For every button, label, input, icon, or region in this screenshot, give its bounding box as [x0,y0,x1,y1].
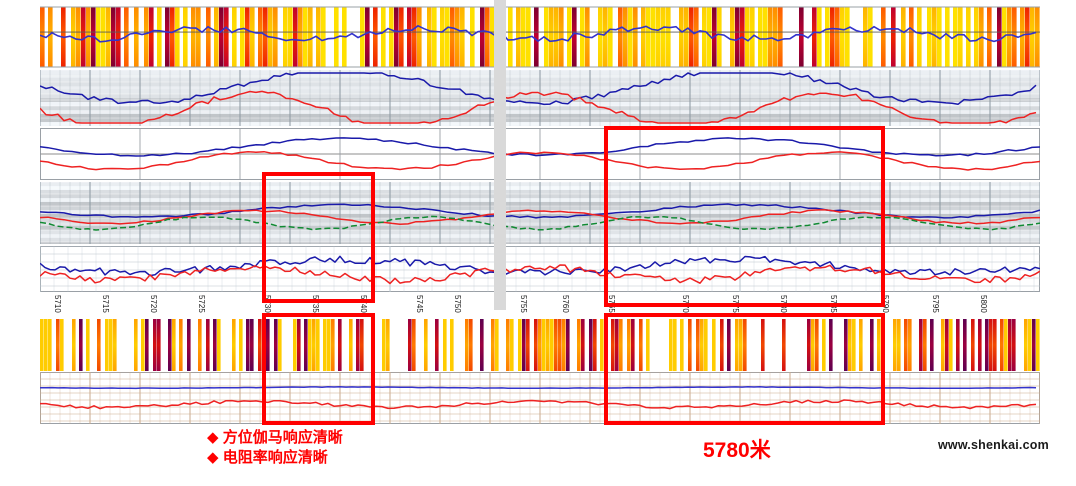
track-directional-response-track [40,128,1040,180]
curve-resistivity-green-dashed [40,215,1040,231]
curve-azimuthal-gamma [40,24,1037,43]
depth-tick-5750: 5750 [453,295,462,313]
depth-tick-5765: 5765 [607,295,616,313]
depth-tick-5780: 5780 [779,295,788,313]
depth-tick-5775: 5775 [731,295,740,313]
depth-axis: 5710 5715 5720 5725 5730 5735 5740 5745 5750 5755… [40,293,1040,327]
depth-tick-5760: 5760 [561,295,570,313]
depth-tick-5710: 5710 [53,295,62,313]
depth-tick-5770: 5770 [681,295,690,313]
track-azimuthal-gamma-image-top [40,6,1040,68]
depth-tick-5755: 5755 [519,295,528,313]
depth-tick-5785: 5785 [829,295,838,313]
curve-up-response [40,137,1040,157]
track-resistivity-crossover-track [40,70,1040,126]
left-caption-line: ◆ 方位伽马响应清晰 [207,429,343,446]
depth-tick-5735: 5735 [311,295,320,313]
depth-tick-5730: 5730 [263,295,272,313]
gap-data-gap [494,0,506,310]
depth-tick-5795: 5795 [931,295,940,313]
track-borehole-image-track [40,318,1040,372]
depth-tick-5740: 5740 [359,295,368,313]
curve-down-response [40,150,1040,171]
depth-tick-5800: 5800 [979,295,988,313]
curve-gamma-blue [40,386,1037,390]
left-caption-line: ◆ 电阻率响应清晰 [207,449,328,466]
track-attenuation-phase-track [40,246,1040,292]
depth-tick-5745: 5745 [415,295,424,313]
depth-tick-5720: 5720 [149,295,158,313]
depth-tick-5725: 5725 [197,295,206,313]
curve-resistivity-red [40,209,1040,225]
left-caption: ◆ 方位伽马响应清晰 ◆ 电阻率响应清晰 [207,428,343,468]
watermark: www.shenkai.com [938,438,1049,452]
curve-phase-shift [40,264,1040,285]
track-gamma-resistivity-bottom-track [40,372,1040,424]
track-multi-spacing-resistivity-track [40,182,1040,244]
curve-shallow-resistivity [40,90,1037,124]
curve-attenuation [40,255,1040,277]
depth-tick-5715: 5715 [101,295,110,313]
curve-resistivity-red [40,399,1037,410]
depth-caption: 5780米 [703,439,771,462]
depth-tick-5790: 5790 [881,295,890,313]
curve-deep-resistivity [40,72,1037,106]
